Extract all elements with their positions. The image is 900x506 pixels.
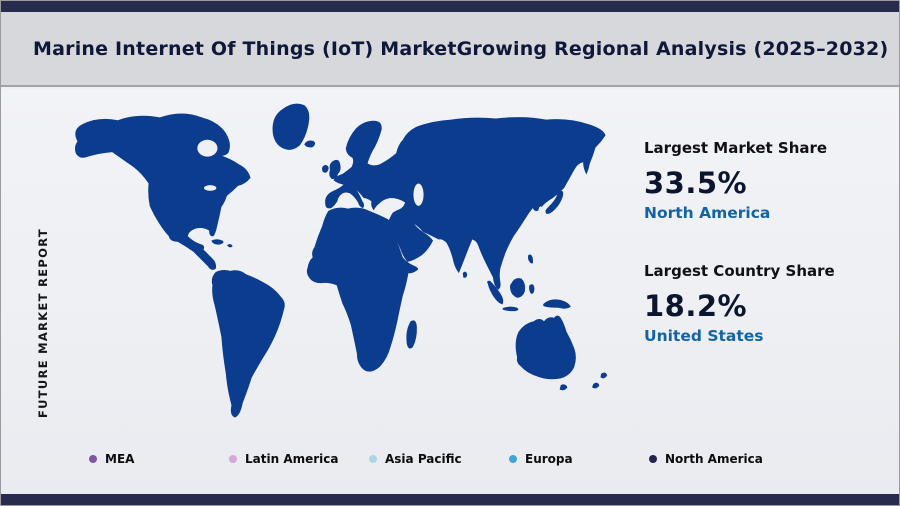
island-sri-lanka (462, 271, 468, 278)
continent-north-america (74, 113, 251, 270)
legend-dot-asia-pacific (369, 455, 377, 463)
stat-market-share: Largest Market Share 33.5% North America (644, 139, 894, 222)
island-sulawesi (529, 284, 535, 294)
legend-label-north-america: North America (665, 452, 763, 466)
legend-dot-europa (509, 455, 517, 463)
island-ireland (322, 165, 329, 173)
island-great-britain (329, 159, 341, 180)
stat-market-share-region: North America (644, 204, 771, 222)
island-sumatra (487, 280, 504, 305)
page-title-right: Growing Regional Analysis (2025–2032) (456, 37, 889, 60)
continent-australia (515, 315, 576, 380)
continent-eurasia (325, 117, 606, 290)
world-map (74, 103, 608, 418)
map-canvas: FUTURE MARKET REPORT (1, 89, 899, 494)
island-philippines (528, 254, 534, 264)
island-madagascar (406, 320, 417, 349)
stat-country-share: Largest Country Share 18.2% United State… (644, 262, 894, 345)
legend: MEA Latin America Asia Pacific Europa No… (89, 452, 789, 466)
stat-market-share-value: 33.5% (644, 166, 748, 200)
island-new-zealand-north (600, 372, 608, 379)
stat-market-share-label: Largest Market Share (644, 139, 828, 157)
brand-vertical-text: FUTURE MARKET REPORT (36, 227, 50, 419)
legend-item-mea: MEA (89, 452, 229, 466)
island-japan (545, 190, 564, 214)
bottom-bar (1, 494, 899, 505)
continent-africa (306, 207, 419, 372)
legend-dot-latin-america (229, 455, 237, 463)
legend-item-asia-pacific: Asia Pacific (369, 452, 509, 466)
island-cuba (211, 239, 224, 245)
legend-item-latin-america: Latin America (229, 452, 369, 466)
stat-country-share-region: United States (644, 327, 764, 345)
island-borneo (509, 278, 526, 298)
legend-label-latin-america: Latin America (245, 452, 339, 466)
island-new-zealand-south (592, 382, 600, 389)
legend-label-mea: MEA (105, 452, 135, 466)
island-tasmania (559, 384, 568, 391)
stat-country-share-value: 18.2% (644, 289, 748, 323)
legend-label-europa: Europa (525, 452, 573, 466)
hudson-bay (197, 139, 218, 157)
page-title-left: Marine Internet Of Things (IoT) Market (33, 37, 457, 60)
legend-item-europa: Europa (509, 452, 649, 466)
legend-label-asia-pacific: Asia Pacific (385, 452, 462, 466)
stats-panel: Largest Market Share 33.5% North America… (644, 139, 894, 345)
legend-dot-mea (89, 455, 97, 463)
caspian-sea (413, 183, 424, 206)
continent-south-america (211, 269, 285, 418)
stat-country-share-label: Largest Country Share (644, 262, 835, 280)
island-greenland (272, 103, 310, 150)
header: Marine Internet Of Things (IoT) Market G… (1, 12, 899, 87)
island-java (502, 306, 519, 312)
legend-item-north-america: North America (649, 452, 789, 466)
great-lakes (204, 185, 217, 191)
legend-dot-north-america (649, 455, 657, 463)
top-bar (1, 1, 899, 12)
island-new-guinea (543, 299, 571, 309)
world-map-land (74, 103, 608, 418)
island-hispaniola (227, 244, 233, 248)
island-iceland (304, 140, 316, 148)
